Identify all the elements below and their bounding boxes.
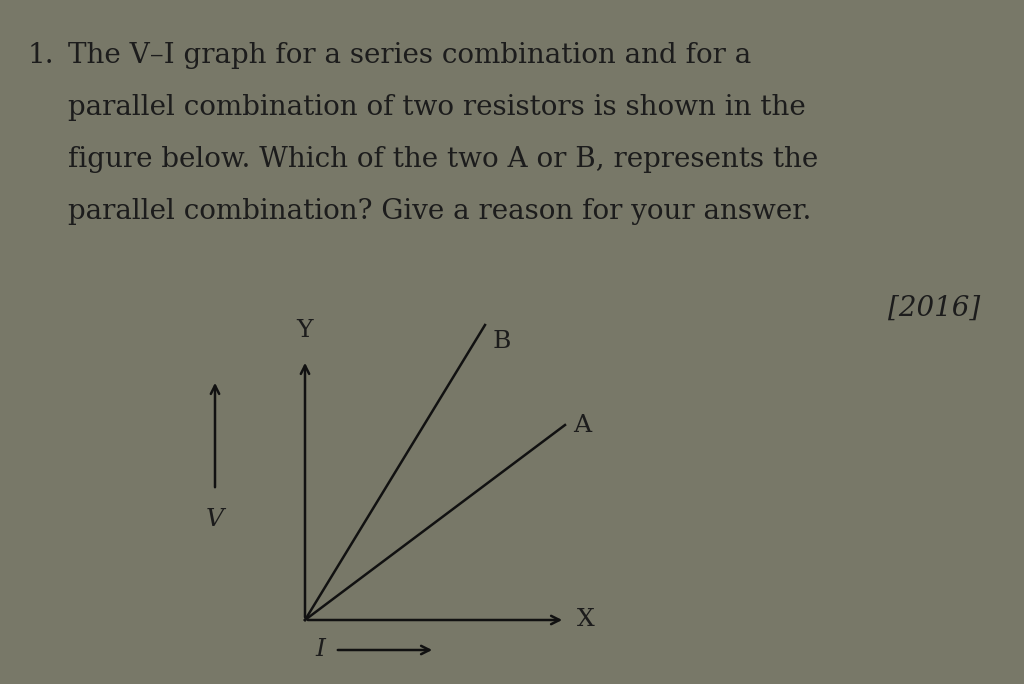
Text: figure below. Which of the two A or B, represents the: figure below. Which of the two A or B, r… xyxy=(68,146,818,173)
Text: A: A xyxy=(573,414,591,436)
Text: parallel combination? Give a reason for your answer.: parallel combination? Give a reason for … xyxy=(68,198,811,225)
Text: B: B xyxy=(493,330,511,353)
Text: parallel combination of two resistors is shown in the: parallel combination of two resistors is… xyxy=(68,94,806,121)
Text: X: X xyxy=(577,609,595,631)
Text: The V–I graph for a series combination and for a: The V–I graph for a series combination a… xyxy=(68,42,752,69)
Text: [2016]: [2016] xyxy=(888,295,980,322)
Text: V: V xyxy=(206,508,224,531)
Text: 1.: 1. xyxy=(28,42,54,69)
Text: Y: Y xyxy=(297,319,313,342)
Text: I: I xyxy=(315,638,325,661)
